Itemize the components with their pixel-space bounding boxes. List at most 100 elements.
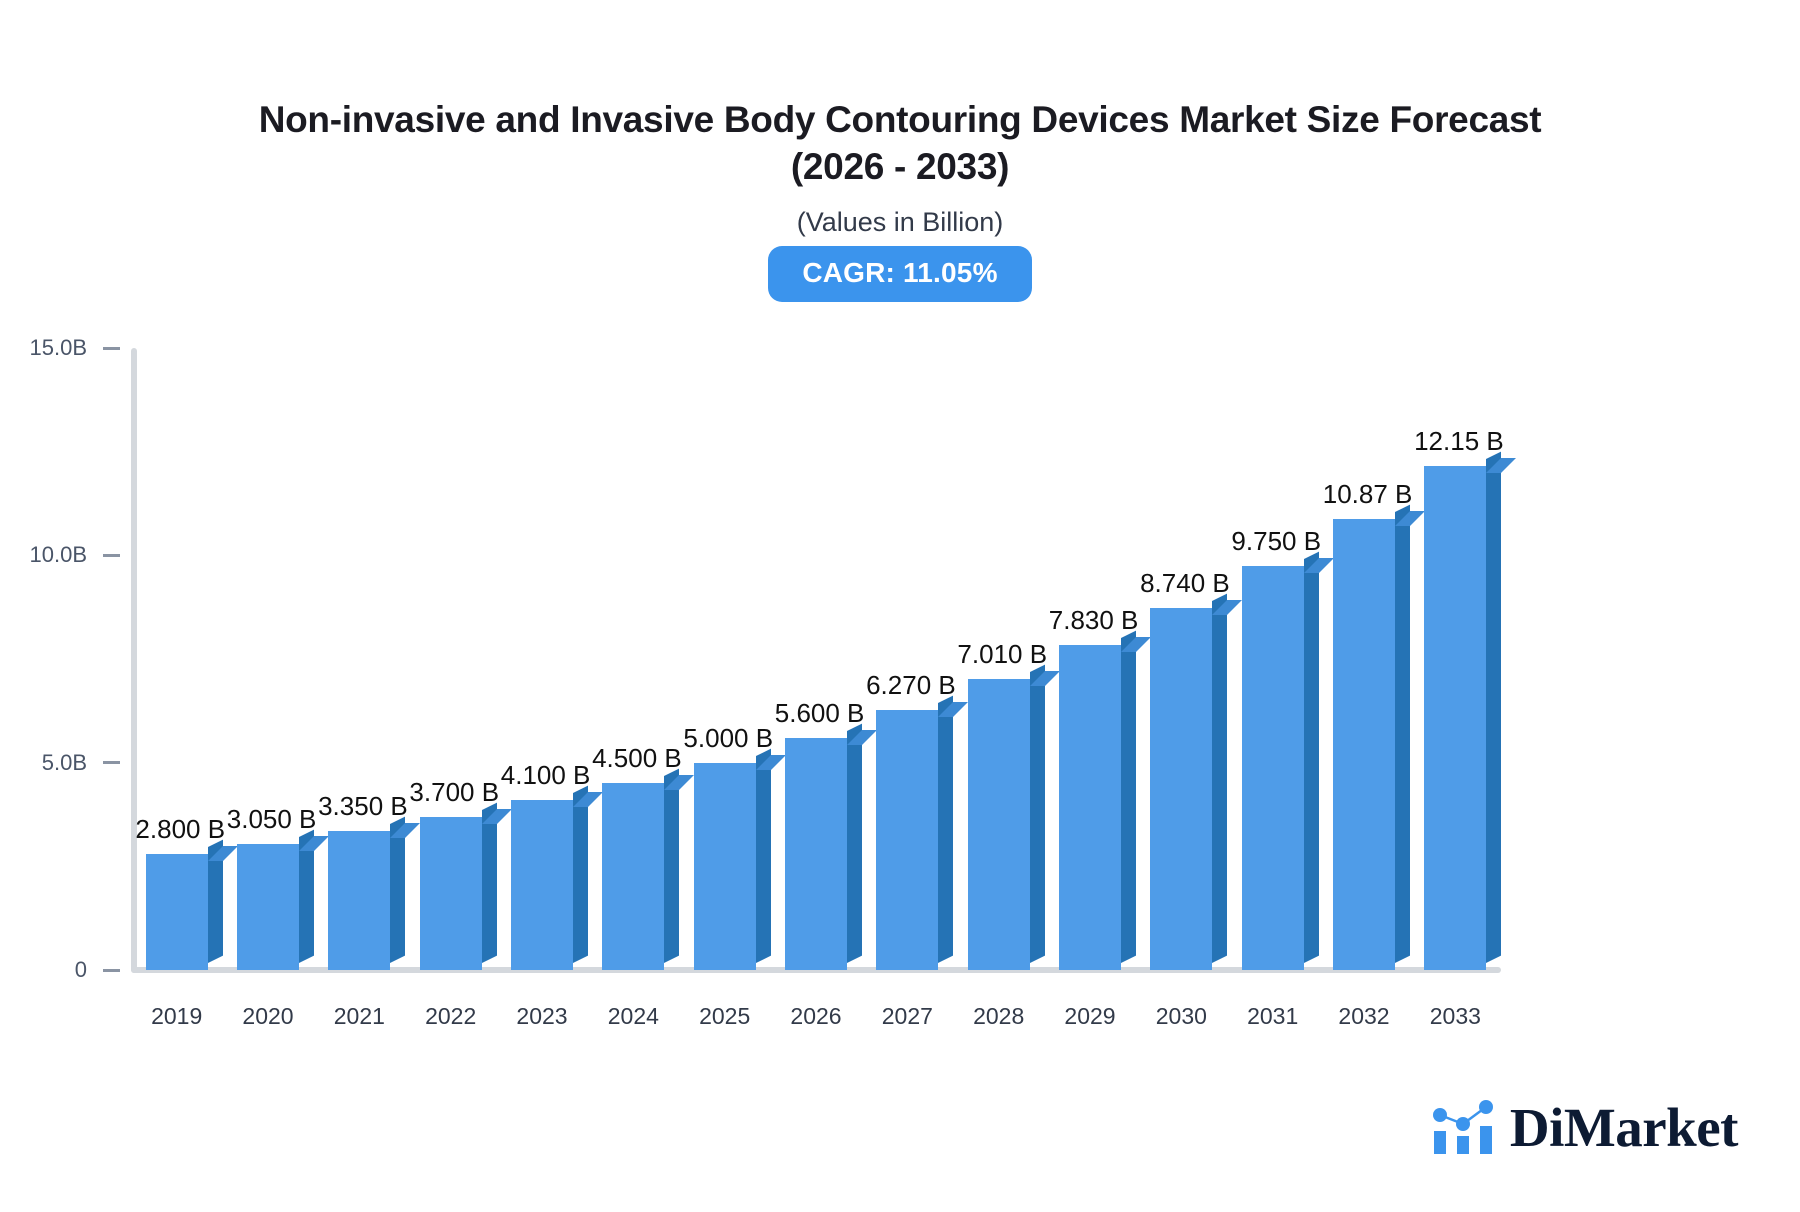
bar-front-face <box>693 762 756 970</box>
bar-slot[interactable]: 5.600 B <box>775 348 877 970</box>
bar-side-face <box>1486 451 1502 963</box>
bar-front-face <box>1059 645 1121 970</box>
bar-front-face <box>1333 519 1395 970</box>
bar-front-face <box>511 800 573 970</box>
bar-front-face <box>785 737 847 970</box>
bar-front-face <box>967 679 1030 970</box>
bar-slot[interactable]: 3.700 B <box>409 348 512 970</box>
bar-slot[interactable]: 7.010 B <box>957 348 1060 970</box>
y-axis-tick-mark <box>103 761 120 765</box>
bar[interactable]: 8.740 B <box>1140 568 1243 970</box>
y-axis-tick-mark <box>103 968 120 972</box>
chart-header: Non-invasive and Invasive Body Contourin… <box>0 0 1800 302</box>
bar-side-face <box>1029 665 1045 963</box>
bar-value-label: 2.800 B <box>135 813 226 844</box>
x-axis-tick-label: 2026 <box>790 1003 842 1029</box>
bar-side-face <box>847 723 862 963</box>
bar-side-face <box>1121 631 1136 963</box>
bar[interactable]: 12.15 B <box>1414 426 1517 970</box>
bar-value-label: 4.500 B <box>592 743 682 774</box>
bars-layer: 2.800 B 3.050 B 3.350 B 3.700 B 4.100 B 4.500… <box>131 348 1517 970</box>
bar[interactable]: 3.350 B <box>318 791 421 970</box>
bar-value-label: 3.350 B <box>318 791 408 822</box>
bar[interactable]: 10.87 B <box>1323 479 1425 970</box>
bar-front-face <box>237 843 299 970</box>
bar-slot[interactable]: 12.15 B <box>1414 348 1517 970</box>
y-axis-line <box>131 348 137 973</box>
bar[interactable]: 9.750 B <box>1231 526 1334 970</box>
bar-side-face <box>1212 593 1228 963</box>
bar[interactable]: 4.500 B <box>592 743 695 970</box>
bar-slot[interactable]: 8.740 B <box>1140 348 1243 970</box>
bar-side-face <box>1303 551 1319 963</box>
bar-front-face <box>1241 565 1304 970</box>
bar-slot[interactable]: 7.830 B <box>1049 348 1151 970</box>
bar-front-face <box>1424 466 1487 970</box>
x-axis-line <box>131 967 1501 973</box>
bar-value-label: 7.830 B <box>1048 605 1139 636</box>
x-axis-tick-label: 2032 <box>1338 1003 1390 1029</box>
bar-value-label: 12.15 B <box>1414 426 1504 457</box>
bar-front-face <box>876 710 939 970</box>
bar-front-face <box>1150 607 1213 970</box>
chart-subtitle: (Values in Billion) <box>796 206 1004 237</box>
bar-value-label: 10.87 B <box>1322 479 1413 510</box>
x-axis-tick-label: 2019 <box>151 1003 203 1029</box>
dimarket-logo: DiMarket <box>1432 1098 1739 1156</box>
x-axis-tick-label: 2029 <box>1064 1003 1116 1029</box>
x-axis-tick-label: 2022 <box>425 1003 477 1029</box>
bar[interactable]: 6.270 B <box>866 670 969 970</box>
bar-slot[interactable]: 2.800 B <box>135 348 238 970</box>
bar-value-label: 5.000 B <box>683 722 774 753</box>
bar-side-face <box>1395 504 1410 963</box>
bar-slot[interactable]: 6.270 B <box>866 348 969 970</box>
y-axis-tick-label: 15.0B <box>29 335 88 360</box>
bar-value-label: 7.010 B <box>957 639 1048 670</box>
bar-side-face <box>938 695 954 963</box>
bar[interactable]: 7.830 B <box>1049 605 1151 970</box>
y-axis-tick-mark <box>103 553 120 557</box>
bar-value-label: 9.750 B <box>1231 525 1322 556</box>
bar-side-face <box>755 748 771 963</box>
x-axis-tick-label: 2033 <box>1429 1003 1481 1029</box>
x-axis-tick-label: 2024 <box>607 1003 659 1029</box>
bar-slot[interactable]: 4.100 B <box>501 348 603 970</box>
bar[interactable]: 4.100 B <box>501 760 603 970</box>
bar-value-label: 3.050 B <box>226 803 317 834</box>
x-axis-tick-label: 2020 <box>242 1003 294 1029</box>
x-axis-tick-label: 2021 <box>333 1003 385 1029</box>
bar-front-face <box>602 783 665 970</box>
bar[interactable]: 3.700 B <box>409 777 512 970</box>
y-axis-tick-label: 5.0B <box>41 749 87 775</box>
bar-value-label: 4.100 B <box>500 760 591 790</box>
page-title: Non-invasive and Invasive Body Contourin… <box>258 99 1542 188</box>
bar-slot[interactable]: 4.500 B <box>592 348 695 970</box>
y-axis-tick-mark <box>103 346 120 350</box>
bar[interactable]: 3.050 B <box>227 804 329 970</box>
bar-slot[interactable]: 10.87 B <box>1323 348 1425 970</box>
bar-slot[interactable]: 3.350 B <box>318 348 421 970</box>
bar-side-face <box>481 802 497 963</box>
x-axis-tick-label: 2025 <box>699 1003 751 1029</box>
bar-chart-dots-icon <box>1432 1098 1494 1156</box>
bar-slot[interactable]: 5.000 B <box>683 348 786 970</box>
bar-side-face <box>664 769 680 963</box>
bar[interactable]: 2.800 B <box>135 814 238 970</box>
y-axis-tick-label: 0 <box>74 957 87 982</box>
bar-value-label: 6.270 B <box>866 670 956 701</box>
x-axis-tick-label: 2030 <box>1155 1003 1207 1029</box>
bar[interactable]: 5.000 B <box>683 723 786 970</box>
bar[interactable]: 5.600 B <box>775 698 877 970</box>
bar-value-label: 8.740 B <box>1140 567 1230 598</box>
bar-front-face <box>419 816 482 970</box>
cagr-badge: CAGR: 11.05% <box>768 245 1032 302</box>
bar-front-face <box>145 853 208 970</box>
bar[interactable]: 7.010 B <box>957 639 1060 970</box>
bar-slot[interactable]: 3.050 B <box>227 348 329 970</box>
bar-value-label: 5.600 B <box>774 697 865 728</box>
x-axis-tick-label: 2028 <box>973 1003 1025 1029</box>
bar-front-face <box>328 831 391 970</box>
bar-slot[interactable]: 9.750 B <box>1231 348 1334 970</box>
